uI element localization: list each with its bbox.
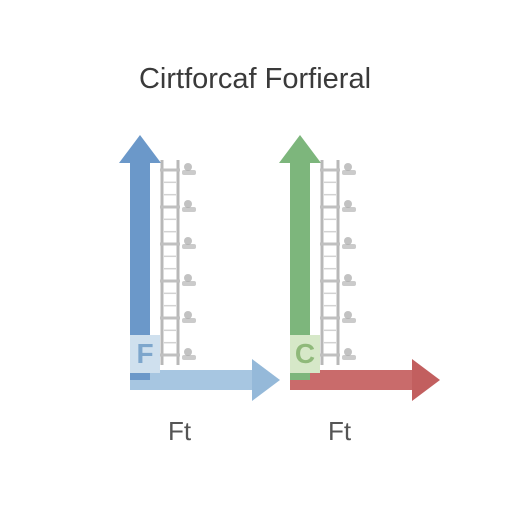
right-axis-label: Ft [328,416,351,447]
left-letter-badge: F [130,335,160,373]
left-axis-label: Ft [168,416,191,447]
diagram-title: Cirtforcaf Forfieral [105,63,405,96]
right-letter-badge: C [290,335,320,373]
